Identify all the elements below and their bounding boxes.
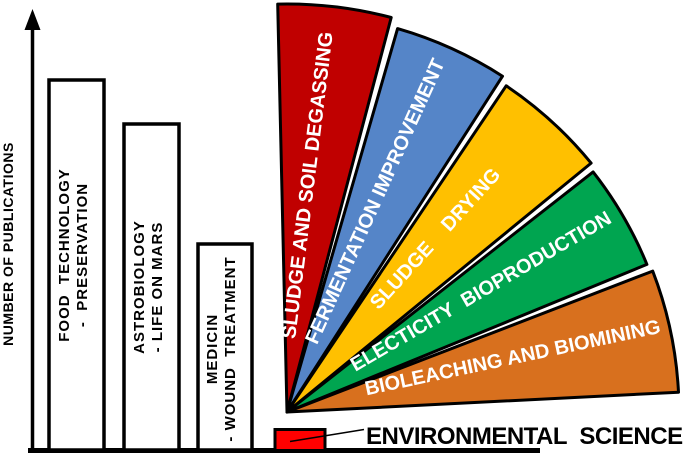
bar-food-technology: FOOD TECHNOLOGY - PRESERVATION — [47, 78, 106, 452]
bar-label-line1: FOOD TECHNOLOGY — [56, 168, 73, 342]
bar-astrobiology: ASTROBIOLOGY - LIFE ON MARS — [122, 122, 181, 452]
y-axis-arrow-icon — [24, 9, 41, 30]
bar-label-line2: - PRESERVATION — [74, 183, 91, 327]
y-axis-label: NUMBER OF PUBLICATIONS — [0, 142, 16, 346]
bar-rect — [47, 78, 106, 452]
bar-label-line2: - WOUND TREATMENT — [222, 256, 239, 441]
wedge-electicity-bioproduction — [285, 170, 649, 414]
bar-medicin: MEDICIN - WOUND TREATMENT — [196, 242, 254, 452]
bar-label-line2: - LIFE ON MARS — [149, 222, 166, 353]
bar-label-line1: ASTROBIOLOGY — [131, 220, 148, 354]
bar-rect — [196, 242, 254, 452]
fan-diagram — [276, 2, 680, 414]
wedge-sludge-and-soil-degassing — [276, 2, 393, 414]
bar-rect — [122, 122, 181, 452]
wedge-bioleaching-and-biomining — [285, 269, 680, 414]
env-science-label: ENVIRONMENTAL SCIENCE — [366, 423, 683, 450]
bar-environmental-science: ENVIRONMENTAL SCIENCE — [273, 423, 684, 452]
wedge-sludge-drying — [285, 84, 593, 414]
wedge-fermentation-improvement — [285, 27, 504, 414]
env-connector-line — [289, 428, 365, 443]
bar-label-line1: MEDICIN — [204, 314, 221, 384]
